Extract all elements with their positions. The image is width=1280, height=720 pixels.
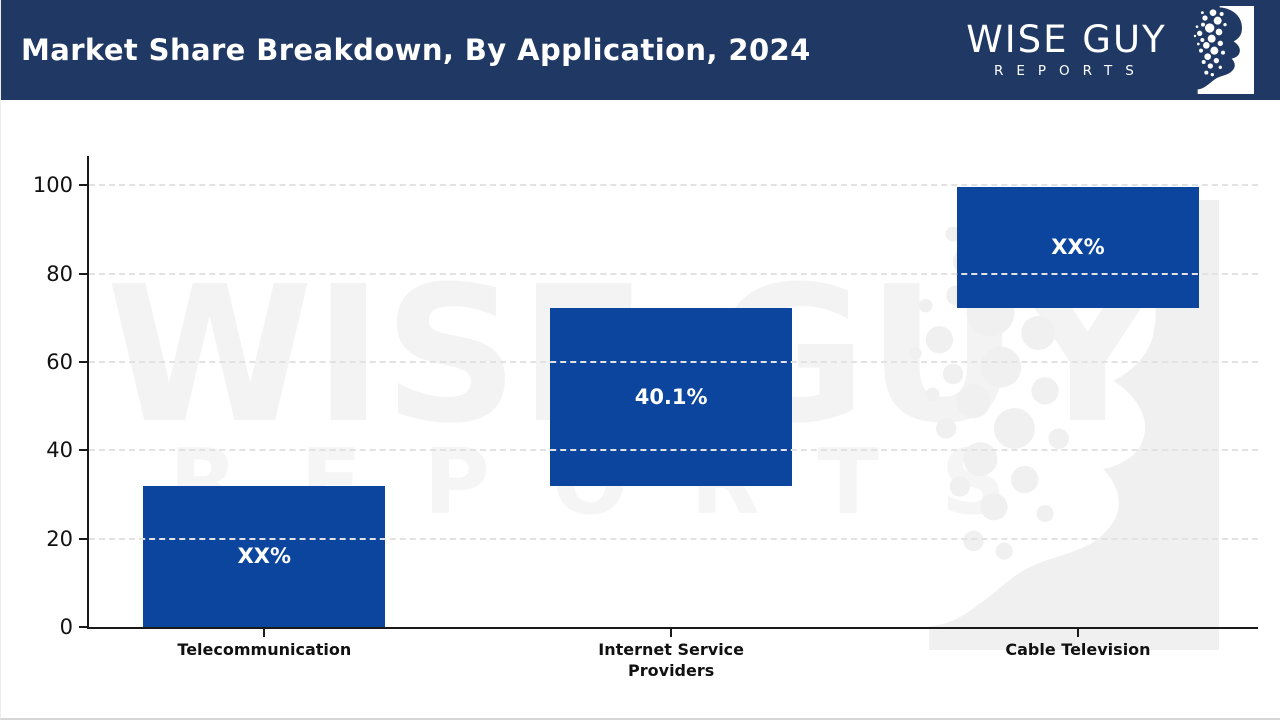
y-tick-label-20: 20 xyxy=(46,526,73,551)
bar-segment: XX% xyxy=(956,186,1199,309)
brand-logo-text: WISE GUY REPORTS xyxy=(966,21,1166,79)
gridline-20 xyxy=(89,537,1258,540)
header: Market Share Breakdown, By Application, … xyxy=(1,0,1280,100)
y-tick-label-40: 40 xyxy=(46,438,73,463)
category-label: Cable Television xyxy=(1005,640,1151,659)
category-label: Telecommunication xyxy=(177,640,352,659)
gridline-100 xyxy=(89,184,1258,187)
y-tick-mark-80 xyxy=(79,272,87,275)
y-tick-mark-0 xyxy=(79,626,87,628)
brand-subname: REPORTS xyxy=(993,63,1147,79)
gridline-60 xyxy=(89,360,1258,363)
y-tick-mark-100 xyxy=(79,184,87,187)
x-tick-mark xyxy=(263,629,266,637)
plot-area: 0 20 40 60 80 100 XX% Telecommunication 40.1% Int… xyxy=(33,156,1258,680)
y-tick-mark-60 xyxy=(79,360,87,363)
bar-segment: XX% xyxy=(143,485,386,627)
bar-value-label: XX% xyxy=(1051,235,1105,260)
bar-value-label: 40.1% xyxy=(634,385,708,410)
page-title: Market Share Breakdown, By Application, … xyxy=(21,33,811,67)
y-tick-mark-40 xyxy=(79,449,87,452)
x-tick-mark xyxy=(670,629,673,637)
category-label: Internet Service Providers xyxy=(598,640,745,680)
brand-logo: WISE GUY REPORTS xyxy=(966,6,1254,94)
dot-face-logo-icon xyxy=(1193,6,1254,94)
brand-name: WISE GUY xyxy=(966,18,1167,61)
y-tick-label-80: 80 xyxy=(46,261,73,286)
gridline-80 xyxy=(89,272,1258,275)
gridline-40 xyxy=(89,449,1258,452)
y-tick-label-0: 0 xyxy=(59,615,73,639)
y-axis-line xyxy=(87,156,89,629)
y-tick-label-60: 60 xyxy=(46,349,73,374)
bar-value-label: XX% xyxy=(237,544,292,569)
bar-segment: 40.1% xyxy=(550,308,793,486)
y-tick-label-100: 100 xyxy=(32,173,73,198)
x-axis-line xyxy=(87,627,1258,629)
y-tick-mark-20 xyxy=(79,537,87,540)
x-tick-mark xyxy=(1076,629,1079,637)
